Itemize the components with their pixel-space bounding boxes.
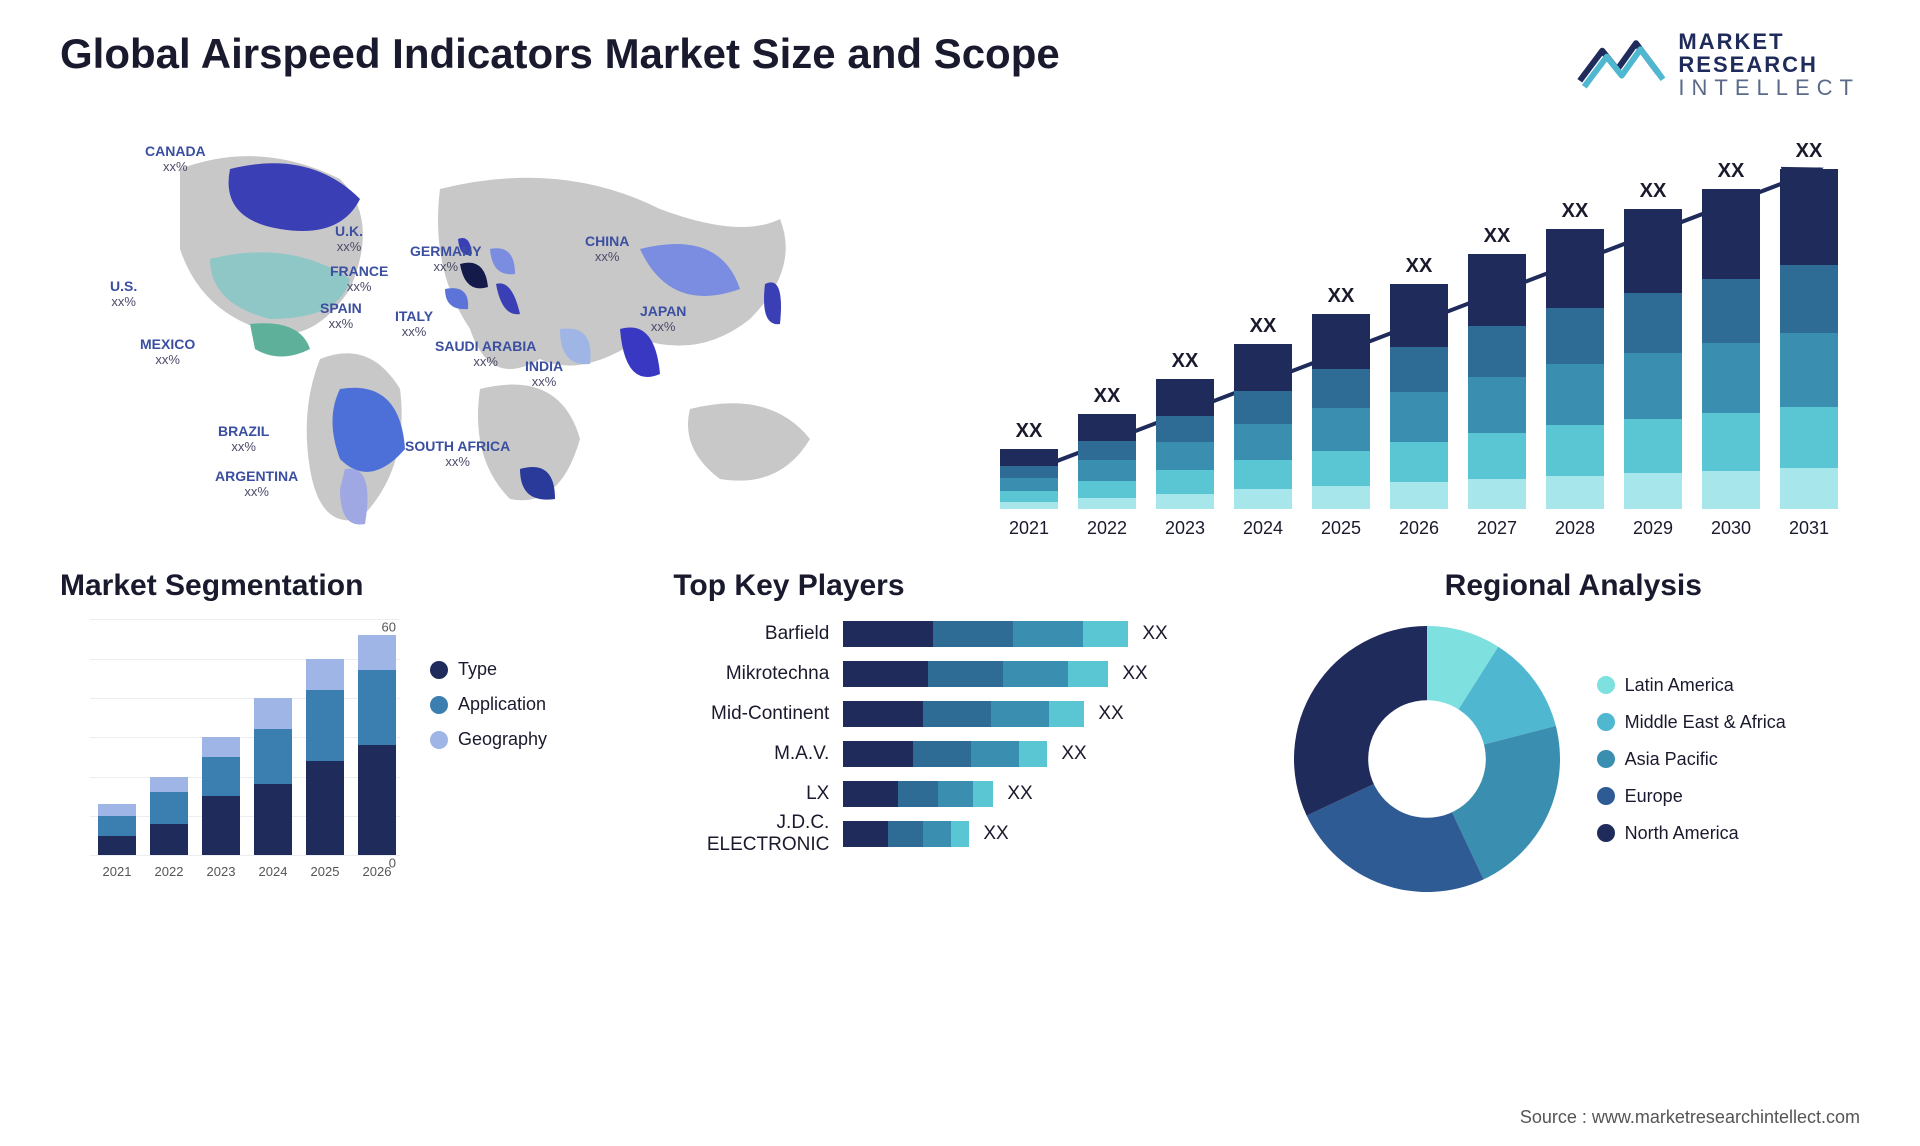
growth-value-2024: XX <box>1234 315 1292 338</box>
growth-year-2026: 2026 <box>1390 518 1448 539</box>
map-label-southafrica: SOUTH AFRICAxx% <box>405 439 510 469</box>
growth-bar-2023 <box>1156 379 1214 509</box>
seg-bar-2024 <box>254 698 292 855</box>
growth-value-2023: XX <box>1156 350 1214 373</box>
key-players-chart: BarfieldXX MikrotechnaXX Mid-ContinentXX M.… <box>673 619 1246 849</box>
growth-year-2023: 2023 <box>1156 518 1214 539</box>
growth-year-2025: 2025 <box>1312 518 1370 539</box>
seg-bar-2025 <box>306 659 344 856</box>
map-label-mexico: MEXICOxx% <box>140 337 195 367</box>
seg-year-2023: 2023 <box>202 864 240 879</box>
map-label-japan: JAPANxx% <box>640 304 686 334</box>
logo-text-3: INTELLECT <box>1678 76 1860 99</box>
seg-bar-2023 <box>202 737 240 855</box>
region-legend-northamerica: North America <box>1597 823 1786 844</box>
kp-row-mikrotechna: MikrotechnaXX <box>673 659 1246 689</box>
map-label-saudiarabia: SAUDI ARABIAxx% <box>435 339 536 369</box>
growth-year-2028: 2028 <box>1546 518 1604 539</box>
map-label-canada: CANADAxx% <box>145 144 206 174</box>
region-legend-asiapacific: Asia Pacific <box>1597 749 1786 770</box>
growth-year-2027: 2027 <box>1468 518 1526 539</box>
growth-bar-2030 <box>1702 189 1760 509</box>
logo-text-2: RESEARCH <box>1678 53 1860 76</box>
region-legend-latinamerica: Latin America <box>1597 675 1786 696</box>
seg-year-2022: 2022 <box>150 864 188 879</box>
kp-row-barfield: BarfieldXX <box>673 619 1246 649</box>
growth-value-2031: XX <box>1780 140 1838 163</box>
growth-bar-2028 <box>1546 229 1604 509</box>
seg-legend-application: Application <box>430 694 547 715</box>
growth-bar-2027 <box>1468 254 1526 509</box>
logo-text-1: MARKET <box>1678 30 1860 53</box>
seg-bar-2022 <box>150 777 188 856</box>
growth-value-2022: XX <box>1078 385 1136 408</box>
growth-year-2030: 2030 <box>1702 518 1760 539</box>
region-legend-middleeastafrica: Middle East & Africa <box>1597 712 1786 733</box>
region-legend-europe: Europe <box>1597 786 1786 807</box>
seg-year-2021: 2021 <box>98 864 136 879</box>
segmentation-panel: Market Segmentation 0102030405060 202120… <box>60 569 633 899</box>
growth-value-2025: XX <box>1312 285 1370 308</box>
seg-bar-2026 <box>358 635 396 855</box>
growth-value-2027: XX <box>1468 225 1526 248</box>
seg-legend-type: Type <box>430 659 547 680</box>
seg-year-2026: 2026 <box>358 864 396 879</box>
growth-bar-2021 <box>1000 449 1058 509</box>
growth-bar-2024 <box>1234 344 1292 509</box>
source-attribution: Source : www.marketresearchintellect.com <box>1520 1107 1860 1128</box>
key-players-title: Top Key Players <box>673 569 1246 603</box>
map-label-argentina: ARGENTINAxx% <box>215 469 298 499</box>
map-label-spain: SPAINxx% <box>320 301 362 331</box>
seg-bar-2021 <box>98 804 136 855</box>
segmentation-legend: Type Application Geography <box>430 619 547 879</box>
growth-bar-2029 <box>1624 209 1682 509</box>
regional-title: Regional Analysis <box>1287 569 1860 603</box>
growth-year-2029: 2029 <box>1624 518 1682 539</box>
seg-year-2024: 2024 <box>254 864 292 879</box>
seg-legend-geography: Geography <box>430 729 547 750</box>
map-label-brazil: BRAZILxx% <box>218 424 269 454</box>
map-label-china: CHINAxx% <box>585 234 629 264</box>
brand-logo: MARKET RESEARCH INTELLECT <box>1576 30 1860 99</box>
key-players-panel: Top Key Players BarfieldXX MikrotechnaXX M… <box>673 569 1246 899</box>
kp-row-jdcelectronic: J.D.C. ELECTRONICXX <box>673 819 1246 849</box>
map-label-india: INDIAxx% <box>525 359 563 389</box>
map-label-italy: ITALYxx% <box>395 309 433 339</box>
segmentation-chart: 0102030405060 202120222023202420252026 <box>60 619 400 879</box>
growth-year-2021: 2021 <box>1000 518 1058 539</box>
growth-value-2026: XX <box>1390 255 1448 278</box>
growth-chart: XX 2021 XX 2022 XX 2023 XX 2024 XX 2025 XX 2026 XX 20… <box>980 129 1860 549</box>
growth-value-2029: XX <box>1624 180 1682 203</box>
map-country-japan <box>764 283 781 325</box>
growth-value-2021: XX <box>1000 420 1058 443</box>
growth-year-2022: 2022 <box>1078 518 1136 539</box>
map-label-uk: U.K.xx% <box>335 224 363 254</box>
map-label-france: FRANCExx% <box>330 264 388 294</box>
map-label-us: U.S.xx% <box>110 279 137 309</box>
growth-bar-2026 <box>1390 284 1448 509</box>
page-title: Global Airspeed Indicators Market Size a… <box>60 30 1060 78</box>
growth-bar-2022 <box>1078 414 1136 509</box>
seg-year-2025: 2025 <box>306 864 344 879</box>
regional-donut <box>1287 619 1567 899</box>
growth-bar-2025 <box>1312 314 1370 509</box>
world-map: CANADAxx% U.S.xx% MEXICOxx% BRAZILxx% ARGENT… <box>60 129 940 549</box>
growth-bar-2031 <box>1780 169 1838 509</box>
kp-row-mav: M.A.V.XX <box>673 739 1246 769</box>
growth-year-2024: 2024 <box>1234 518 1292 539</box>
segmentation-title: Market Segmentation <box>60 569 633 603</box>
growth-year-2031: 2031 <box>1780 518 1838 539</box>
logo-mark-icon <box>1576 32 1666 97</box>
kp-row-lx: LXXX <box>673 779 1246 809</box>
growth-value-2030: XX <box>1702 160 1760 183</box>
growth-value-2028: XX <box>1546 200 1604 223</box>
kp-row-midcontinent: Mid-ContinentXX <box>673 699 1246 729</box>
regional-panel: Regional Analysis Latin America Middle Ea… <box>1287 569 1860 899</box>
regional-legend: Latin America Middle East & Africa Asia Pa… <box>1597 675 1786 844</box>
map-label-germany: GERMANYxx% <box>410 244 482 274</box>
